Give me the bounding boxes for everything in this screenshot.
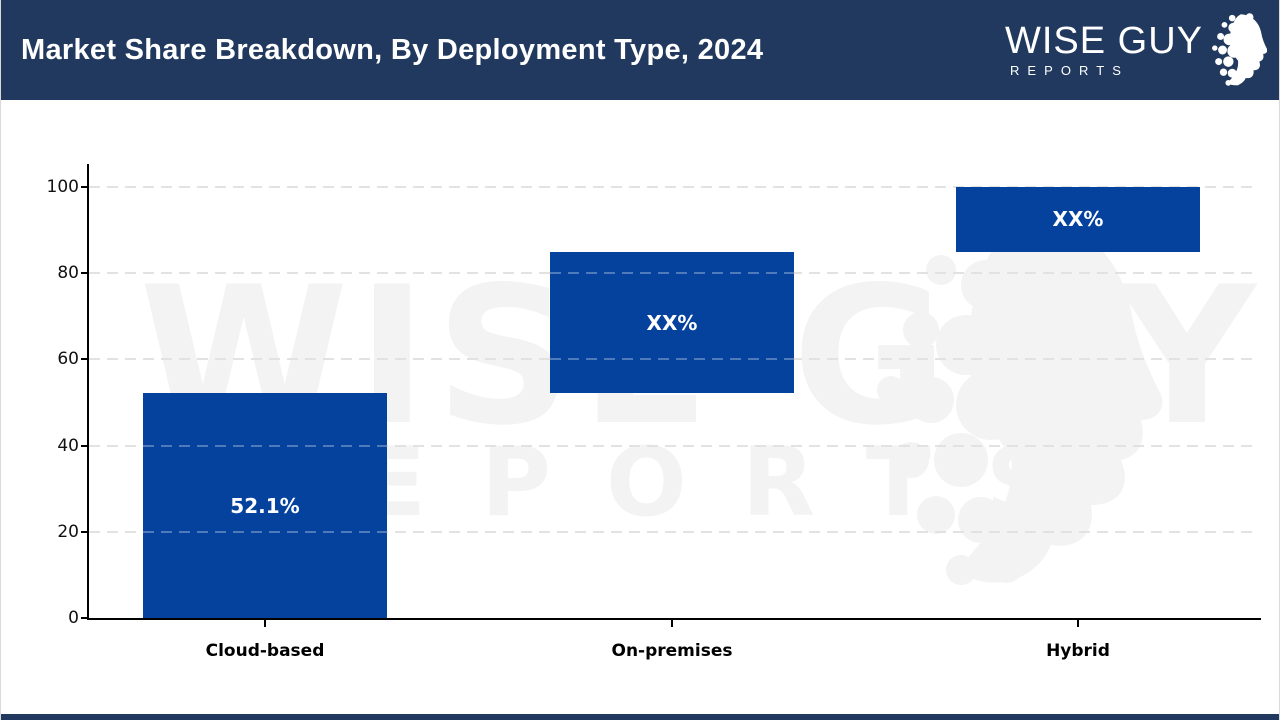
y-axis-spine — [87, 164, 89, 620]
y-tick-label: 100 — [46, 177, 79, 197]
header: Market Share Breakdown, By Deployment Ty… — [1, 0, 1279, 100]
x-tick-mark — [671, 620, 673, 627]
footer-bar — [1, 714, 1279, 720]
wiseguy-face-icon — [1212, 13, 1267, 86]
chart-title: Market Share Breakdown, By Deployment Ty… — [21, 33, 764, 66]
y-tick-mark — [81, 617, 88, 619]
y-tick-label: 60 — [57, 349, 79, 370]
y-tick-label: 40 — [57, 435, 79, 456]
logo-wordmark: WISE GUY — [1004, 20, 1203, 62]
y-tick-mark — [81, 358, 88, 361]
wiseguy-logo: WISE GUY REPORTS — [1005, 11, 1267, 89]
y-tick-label: 0 — [68, 608, 79, 628]
x-axis-spine — [87, 618, 1261, 620]
y-tick-mark — [81, 186, 88, 188]
x-tick-mark — [264, 620, 266, 627]
bar-value-label: XX% — [646, 310, 698, 335]
x-tick-mark — [1077, 620, 1079, 627]
bar-value-label: 52.1% — [230, 493, 300, 518]
watermark-face-icon — [877, 210, 1163, 585]
y-tick-label: 20 — [57, 521, 79, 542]
y-tick-mark — [81, 272, 88, 275]
bar-cloud-based — [143, 393, 387, 618]
y-tick-mark — [81, 530, 88, 533]
bar-value-label: XX% — [1052, 207, 1104, 232]
bar-on-premises — [550, 251, 794, 394]
x-category-label: On-premises — [611, 641, 733, 661]
y-tick-mark — [81, 444, 88, 447]
logo-subtext: REPORTS — [1009, 63, 1129, 78]
y-tick-label: 80 — [57, 263, 79, 284]
logo-text: WISE GUY REPORTS — [1005, 22, 1203, 78]
x-category-label: Hybrid — [1046, 641, 1110, 661]
x-category-label: Cloud-based — [205, 641, 325, 661]
